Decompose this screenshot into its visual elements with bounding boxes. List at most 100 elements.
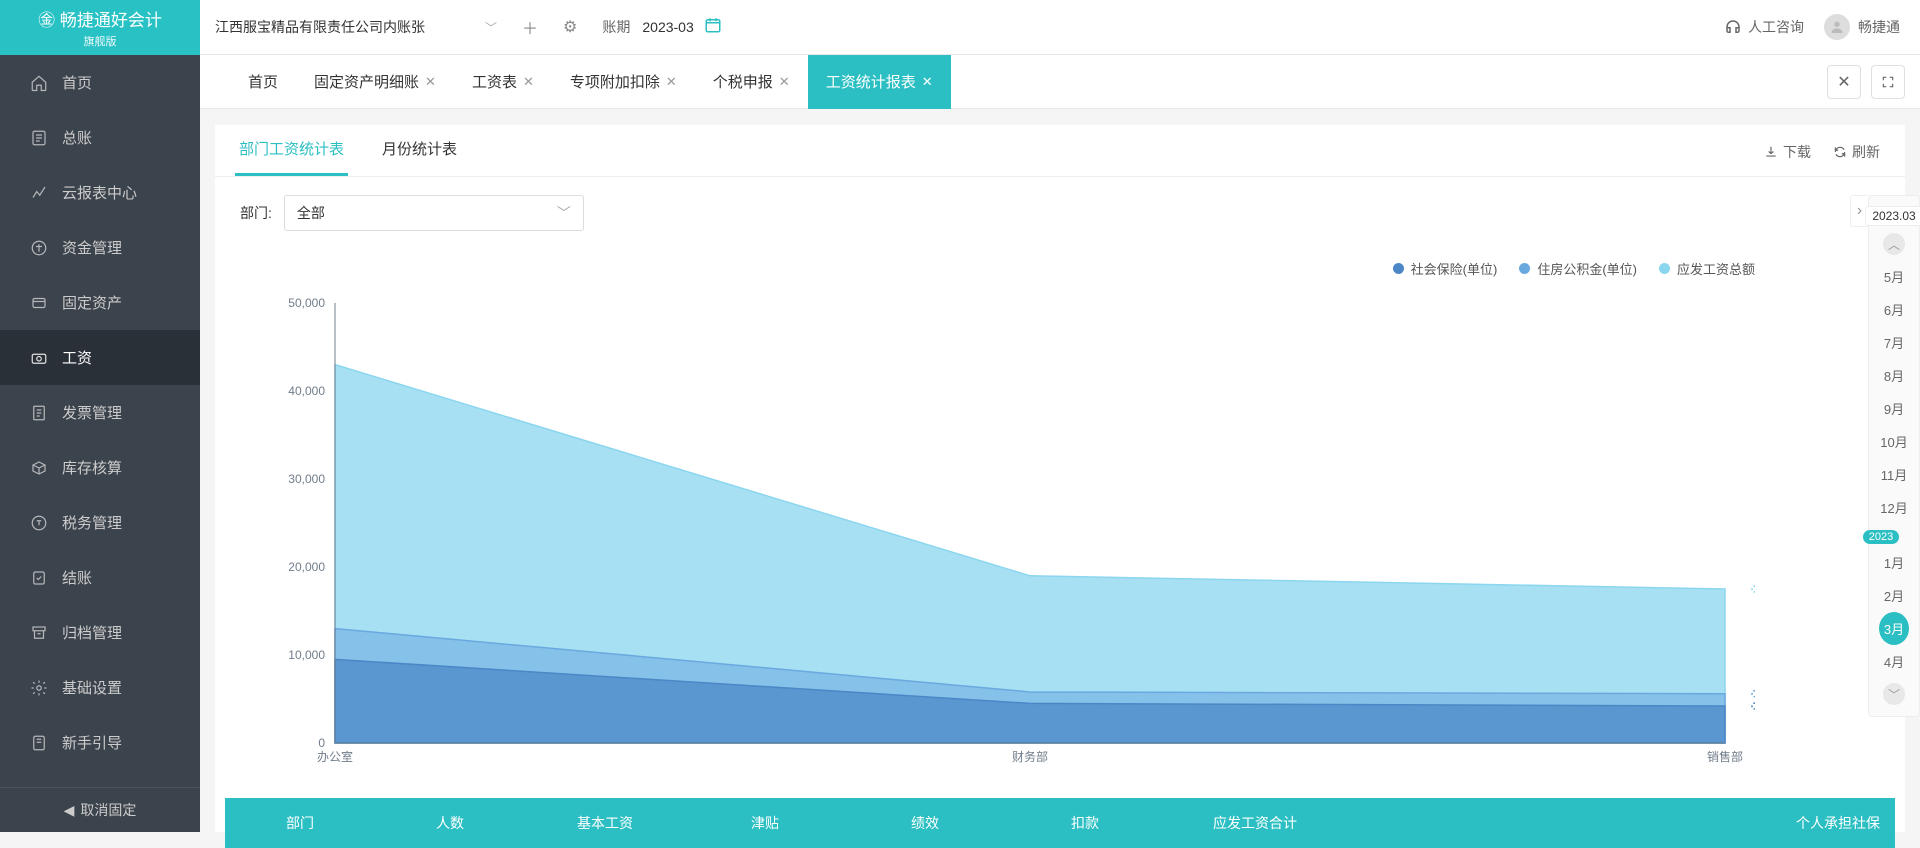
year-badge: 2023 (1863, 530, 1899, 544)
month-option[interactable]: 9月 (1879, 392, 1909, 425)
close-all-tabs-button[interactable]: ✕ (1827, 65, 1861, 99)
svg-text:50,000: 50,000 (288, 296, 325, 310)
gear-icon[interactable]: ⚙ (563, 17, 577, 37)
sidebar-item-salary[interactable]: 工资 (0, 330, 200, 385)
sidebar-collapse-button[interactable]: ◀ 取消固定 (0, 787, 200, 832)
company-selector[interactable]: 江西服宝精品有限责任公司内账张 ﹀ (215, 17, 497, 37)
svg-text:20,000: 20,000 (288, 560, 325, 574)
chevron-down-icon: ﹀ (557, 203, 571, 223)
chart-canvas: 0 10,000 20,000 30,000 40,000 50,000 办公室 财务部 销售部 (265, 293, 1755, 773)
month-option[interactable]: 11月 (1879, 458, 1909, 491)
month-option[interactable]: 8月 (1879, 359, 1909, 392)
sidebar-item-close[interactable]: 结账 (0, 550, 200, 605)
top-bar: ㊎ 畅捷通好会计 旗舰版 江西服宝精品有限责任公司内账张 ﹀ ＋ ⚙ 账期 20… (0, 0, 1920, 55)
tab-close-icon[interactable]: ✕ (922, 74, 933, 90)
month-option[interactable]: 3月 (1879, 612, 1909, 645)
sidebar-item-invoice[interactable]: 发票管理 (0, 385, 200, 440)
dept-filter-label: 部门: (240, 203, 272, 223)
asset-icon (30, 294, 48, 312)
legend-dot-icon (1393, 263, 1404, 274)
tab-4[interactable]: 个税申报✕ (695, 55, 808, 109)
collapse-icon: ◀ (64, 802, 75, 819)
content-panel: 部门工资统计表月份统计表 下载 刷新 部门: 全部 ﹀ 社会保险(单位) 住房公积… (215, 125, 1905, 832)
report-icon (30, 184, 48, 202)
tab-3[interactable]: 专项附加扣除✕ (552, 55, 695, 109)
salary-icon (30, 349, 48, 367)
month-scroll-down[interactable]: ﹀ (1883, 683, 1905, 705)
sidebar-item-stock[interactable]: 库存核算 (0, 440, 200, 495)
month-option[interactable]: 2月 (1879, 579, 1909, 612)
tab-1[interactable]: 固定资产明细账✕ (296, 55, 454, 109)
month-option[interactable]: 5月 (1879, 260, 1909, 293)
tab-2[interactable]: 工资表✕ (454, 55, 552, 109)
fullscreen-button[interactable] (1871, 65, 1905, 99)
sidebar-item-ledger[interactable]: 总账 (0, 110, 200, 165)
headset-icon (1724, 18, 1742, 36)
period-label: 账期 (602, 17, 630, 37)
svg-text:40,000: 40,000 (288, 384, 325, 398)
dept-select[interactable]: 全部 ﹀ (284, 195, 584, 231)
month-scroll-up[interactable]: ︿ (1883, 233, 1905, 255)
legend-item[interactable]: 应发工资总额 (1659, 259, 1755, 278)
month-option[interactable]: 4月 (1879, 645, 1909, 678)
subtab-0[interactable]: 部门工资统计表 (235, 124, 348, 176)
sidebar-item-fund[interactable]: 资金管理 (0, 220, 200, 275)
subtab-1[interactable]: 月份统计表 (378, 124, 461, 176)
month-option[interactable]: 1月 (1879, 546, 1909, 579)
tab-close-icon[interactable]: ✕ (779, 74, 790, 90)
svg-text:财务部: 财务部 (1012, 749, 1048, 764)
tab-close-icon[interactable]: ✕ (523, 74, 534, 90)
user-menu[interactable]: 畅捷通 (1824, 14, 1900, 40)
table-header: 部门人数基本工资津贴绩效扣款应发工资合计个人承担社保 (225, 798, 1895, 848)
month-option[interactable]: 7月 (1879, 326, 1909, 359)
sub-tab-bar: 部门工资统计表月份统计表 下载 刷新 (215, 125, 1905, 177)
sidebar-item-guide[interactable]: 新手引导 (0, 715, 200, 770)
tab-0[interactable]: 首页 (230, 55, 296, 109)
svg-text:办公室: 办公室 (317, 749, 353, 764)
sidebar-item-asset[interactable]: 固定资产 (0, 275, 200, 330)
salary-chart: 社会保险(单位) 住房公积金(单位) 应发工资总额 0 10,000 20,000 30,… (215, 249, 1905, 788)
table-column-header: 基本工资 (525, 813, 685, 833)
sidebar-item-home[interactable]: 首页 (0, 55, 200, 110)
fund-icon (30, 239, 48, 257)
settings-icon (30, 679, 48, 697)
home-icon (30, 74, 48, 92)
legend-item[interactable]: 社会保险(单位) (1393, 259, 1498, 278)
month-option[interactable]: 10月 (1879, 425, 1909, 458)
month-rail-current: 2023.03 (1865, 206, 1920, 226)
table-column-header: 津贴 (685, 813, 845, 833)
month-option[interactable]: 6月 (1879, 293, 1909, 326)
svg-text:30,000: 30,000 (288, 472, 325, 486)
sidebar: 首页总账云报表中心资金管理固定资产工资发票管理库存核算税务管理结账归档管理基础设… (0, 55, 200, 832)
legend-dot-icon (1519, 263, 1530, 274)
tab-close-icon[interactable]: ✕ (666, 74, 677, 90)
brand-logo: ㊎ 畅捷通好会计 旗舰版 (0, 0, 200, 55)
tax-icon (30, 514, 48, 532)
sidebar-item-settings[interactable]: 基础设置 (0, 660, 200, 715)
legend-dot-icon (1659, 263, 1670, 274)
sidebar-item-archive[interactable]: 归档管理 (0, 605, 200, 660)
archive-icon (30, 624, 48, 642)
download-icon (1764, 145, 1778, 159)
download-button[interactable]: 下载 (1764, 142, 1811, 162)
sidebar-item-report[interactable]: 云报表中心 (0, 165, 200, 220)
avatar-icon (1824, 14, 1850, 40)
svg-text:销售部: 销售部 (1707, 749, 1743, 764)
refresh-button[interactable]: 刷新 (1833, 142, 1880, 162)
sidebar-item-tax[interactable]: 税务管理 (0, 495, 200, 550)
table-column-header-fixed: 个人承担社保 (1796, 813, 1880, 833)
legend-item[interactable]: 住房公积金(单位) (1519, 259, 1637, 278)
stock-icon (30, 459, 48, 477)
chart-legend: 社会保险(单位) 住房公积金(单位) 应发工资总额 (265, 259, 1875, 278)
svg-text:10,000: 10,000 (288, 648, 325, 662)
table-column-header: 部门 (225, 813, 375, 833)
tab-5[interactable]: 工资统计报表✕ (808, 55, 951, 109)
svg-text:0: 0 (318, 736, 325, 750)
company-name: 江西服宝精品有限责任公司内账张 (215, 17, 425, 37)
support-link[interactable]: 人工咨询 (1724, 17, 1804, 37)
calendar-icon[interactable] (704, 16, 722, 39)
add-icon[interactable]: ＋ (522, 15, 538, 39)
close-icon (30, 569, 48, 587)
tab-close-icon[interactable]: ✕ (425, 74, 436, 90)
month-option[interactable]: 12月 (1879, 491, 1909, 524)
